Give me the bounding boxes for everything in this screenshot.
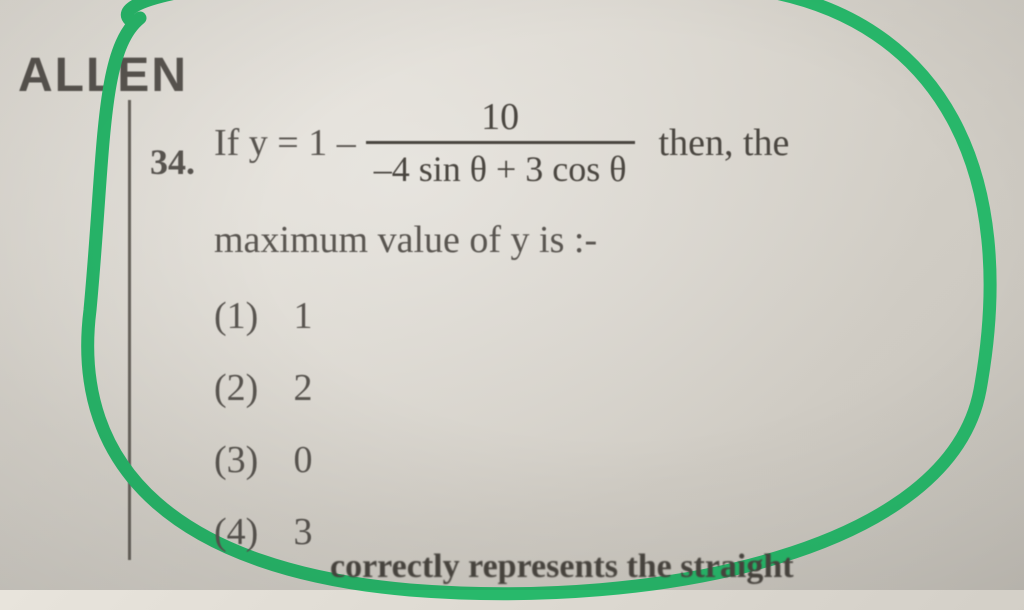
question-block: 34. If y = 1 – 10 –4 sin θ + 3 cos θ the… xyxy=(140,95,960,582)
question-expression: If y = 1 – 10 –4 sin θ + 3 cos θ then, t… xyxy=(214,95,960,190)
footer-fragment: correctly represents the straight xyxy=(330,548,794,586)
option-2: (2) 2 xyxy=(214,366,960,410)
option-label: (2) xyxy=(214,366,284,410)
option-label: (1) xyxy=(214,294,284,338)
question-number: 34. xyxy=(150,141,195,183)
option-label: (3) xyxy=(214,438,284,482)
options-list: (1) 1 (2) 2 (3) 0 (4) 3 xyxy=(214,294,960,554)
expr-suffix: then, the xyxy=(659,121,790,165)
option-1: (1) 1 xyxy=(214,294,960,338)
fraction: 10 –4 sin θ + 3 cos θ xyxy=(366,95,635,190)
option-value: 1 xyxy=(294,295,313,337)
fraction-denominator: –4 sin θ + 3 cos θ xyxy=(366,144,635,190)
option-label: (4) xyxy=(214,510,284,554)
expr-prefix: If y = 1 – xyxy=(214,121,356,165)
question-continuation: maximum value of y is :- xyxy=(214,218,960,262)
option-3: (3) 0 xyxy=(214,438,960,482)
margin-divider xyxy=(128,100,131,560)
fraction-numerator: 10 xyxy=(473,95,527,141)
option-value: 2 xyxy=(294,367,313,409)
option-value: 0 xyxy=(294,439,313,481)
option-value: 3 xyxy=(294,511,313,553)
